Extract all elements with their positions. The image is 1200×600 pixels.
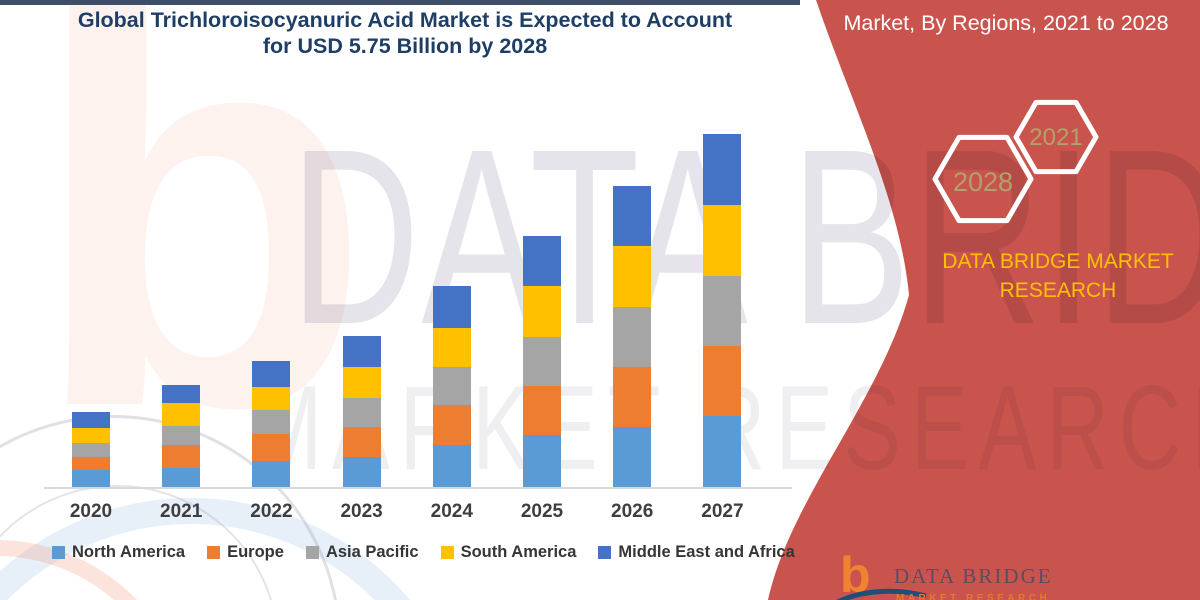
bar-segment-middle-east-and-africa-2026 <box>613 186 652 246</box>
bar-segment-asia-pacific-2020 <box>72 443 110 457</box>
legend-label-middle-east-and-africa: Middle East and Africa <box>618 542 795 561</box>
bar-segment-asia-pacific-2024 <box>432 367 471 405</box>
hexagon-2021-label: 2021 <box>1029 124 1083 151</box>
legend-item-europe: Europe <box>207 543 284 562</box>
bar-segment-europe-2020 <box>72 457 110 470</box>
bar-segment-europe-2026 <box>613 367 652 427</box>
bar-segment-north-america-2027 <box>703 416 742 487</box>
brand-text-line1: DATA BRIDGE MARKET <box>942 250 1174 273</box>
bar-segment-europe-2023 <box>342 427 381 457</box>
legend-swatch-north-america <box>52 545 65 559</box>
bar-segment-middle-east-and-africa-2021 <box>162 385 201 403</box>
legend-label-north-america: North America <box>72 542 186 561</box>
bar-segment-south-america-2021 <box>162 403 201 426</box>
bar-segment-south-america-2025 <box>523 286 561 337</box>
bar-segment-north-america-2023 <box>342 457 381 487</box>
bar-segment-middle-east-and-africa-2027 <box>703 134 742 205</box>
bar-segment-south-america-2023 <box>342 367 381 398</box>
legend-label-asia-pacific: Asia Pacific <box>325 542 419 561</box>
bar-segment-asia-pacific-2023 <box>342 398 381 427</box>
bar-segment-asia-pacific-2026 <box>613 307 652 367</box>
legend-item-asia-pacific: Asia Pacific <box>305 542 419 562</box>
hexagon-2028-label: 2028 <box>952 167 1014 197</box>
legend-item-south-america: South America <box>440 542 577 562</box>
x-axis-label-2022: 2022 <box>250 501 293 522</box>
footer-logo-swoosh-icon <box>836 588 927 600</box>
bar-segment-north-america-2022 <box>252 461 291 487</box>
bar-segment-europe-2027 <box>703 346 742 416</box>
legend-swatch-south-america <box>440 545 454 559</box>
bar-segment-north-america-2021 <box>162 468 201 487</box>
brand-text-line2: RESEARCH <box>999 279 1117 302</box>
bar-segment-europe-2025 <box>523 386 561 435</box>
legend-swatch-asia-pacific <box>305 545 319 559</box>
x-axis-label-2021: 2021 <box>160 501 203 522</box>
x-axis-label-2026: 2026 <box>611 501 654 522</box>
chart-legend: North America Europe Asia Pacific South Ame… <box>52 541 795 563</box>
x-axis-label-2020: 2020 <box>69 501 113 522</box>
bar-segment-middle-east-and-africa-2022 <box>252 361 291 387</box>
bar-segment-north-america-2020 <box>72 470 110 487</box>
legend-label-europe: Europe <box>227 542 284 561</box>
legend-swatch-middle-east-and-africa <box>598 545 612 559</box>
legend-swatch-europe <box>207 545 221 559</box>
bar-segment-asia-pacific-2022 <box>252 410 291 434</box>
brand-text: DATA BRIDGE MARKET RESEARCH <box>940 247 1176 305</box>
bar-segment-asia-pacific-2025 <box>523 337 561 386</box>
footer-logo-swoosh-path <box>836 588 927 600</box>
ribbon-caption: Market, By Regions, 2021 to 2028 <box>843 11 1169 35</box>
x-axis-label-2025: 2025 <box>520 501 564 522</box>
legend-label-south-america: South America <box>460 542 577 561</box>
footer-logo: b DATA BRIDGE MARKET RESEARCH <box>834 550 1164 600</box>
bar-segment-south-america-2027 <box>703 205 742 276</box>
watermark-letter-b-icon: b <box>30 0 373 523</box>
bar-segment-asia-pacific-2021 <box>162 426 201 445</box>
page-title: Global Trichloroisocyanuric Acid Market … <box>10 7 800 59</box>
bar-segment-europe-2022 <box>252 434 291 461</box>
x-axis-label-2027: 2027 <box>701 501 744 522</box>
bar-segment-middle-east-and-africa-2025 <box>523 236 561 286</box>
legend-item-north-america: North America <box>52 543 185 562</box>
bar-segment-europe-2024 <box>432 405 471 445</box>
bar-segment-south-america-2026 <box>613 246 652 307</box>
bar-segment-middle-east-and-africa-2024 <box>432 286 471 328</box>
hexagon-2021-outline <box>1013 99 1099 175</box>
x-axis-label-2023: 2023 <box>340 501 383 522</box>
legend-item-middle-east-and-africa: Middle East and Africa <box>598 542 795 562</box>
bar-segment-south-america-2024 <box>432 328 471 367</box>
bar-segment-middle-east-and-africa-2023 <box>342 336 381 367</box>
bar-segment-south-america-2020 <box>72 428 110 443</box>
footer-logo-name: DATA BRIDGE <box>894 564 1053 588</box>
bar-segment-middle-east-and-africa-2020 <box>72 412 110 428</box>
page-title-line1: Global Trichloroisocyanuric Acid Market … <box>77 8 733 32</box>
bar-segment-north-america-2024 <box>432 445 471 487</box>
bar-segment-asia-pacific-2027 <box>703 276 742 346</box>
footer-logo-subtitle: MARKET RESEARCH <box>896 593 1051 600</box>
page-title-line2: for USD 5.75 Billion by 2028 <box>262 34 548 58</box>
hexagon-2028-outline <box>932 134 1034 224</box>
x-axis-line <box>44 487 792 489</box>
red-ribbon-path <box>768 0 1200 600</box>
top-edge-strip <box>0 0 800 5</box>
bar-segment-south-america-2022 <box>252 387 291 410</box>
bar-segment-north-america-2025 <box>523 435 561 487</box>
bar-segment-north-america-2026 <box>613 427 652 487</box>
hexagon-badges <box>932 99 1099 224</box>
bar-segment-europe-2021 <box>162 445 201 468</box>
x-axis-label-2024: 2024 <box>430 501 473 522</box>
